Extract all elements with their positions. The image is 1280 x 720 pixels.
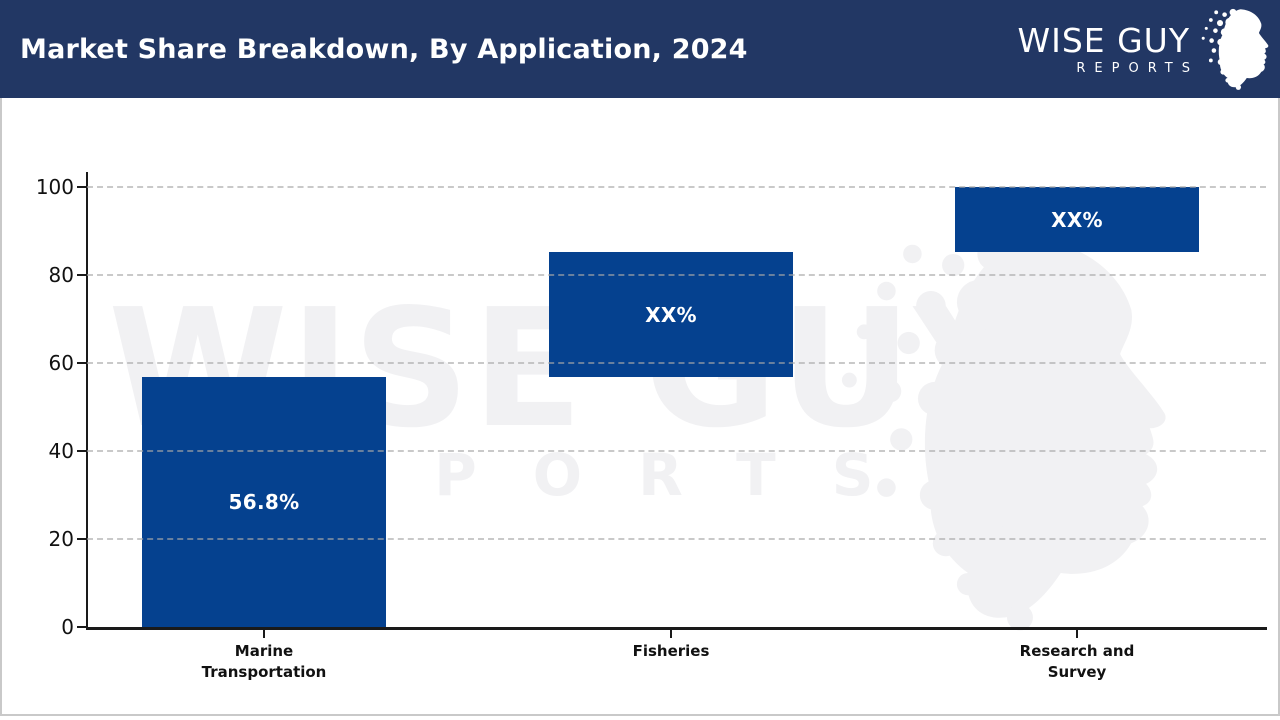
wiseguy-logo: WISE GUY REPORTS (1017, 7, 1272, 91)
x-tick-mark (1076, 630, 1078, 638)
y-tick-label: 20 (48, 527, 74, 551)
bar-segment: 56.8% (142, 377, 386, 627)
y-tick-label: 100 (35, 175, 74, 199)
bar-value-label: XX% (645, 302, 697, 327)
gridline-y-60 (87, 362, 1266, 364)
card-border-bottom (0, 714, 1280, 716)
y-axis-line (86, 172, 88, 629)
card-border-right (1278, 98, 1280, 716)
y-tick-label: 80 (48, 263, 74, 287)
y-tick-mark (77, 626, 87, 628)
y-tick-mark (77, 450, 87, 452)
card-border-left (0, 98, 2, 716)
watermark-head-icon (808, 228, 1180, 636)
gridline-y-80 (87, 274, 1266, 276)
bar-segment: XX% (549, 252, 793, 378)
logo-sub-text: REPORTS (1076, 60, 1199, 76)
report-header: Market Share Breakdown, By Application, … (0, 0, 1280, 98)
chart-title: Market Share Breakdown, By Application, … (20, 33, 748, 65)
y-tick-mark (77, 186, 87, 188)
x-category-label: Research and Survey (1019, 642, 1135, 681)
y-tick-label: 0 (61, 615, 74, 639)
x-tick-mark (263, 630, 265, 638)
y-tick-label: 40 (48, 439, 74, 463)
x-category-label: Marine Transportation (201, 642, 327, 681)
bar-segment: XX% (955, 187, 1199, 253)
y-tick-mark (77, 274, 87, 276)
x-tick-mark (670, 630, 672, 638)
bar-value-label: 56.8% (228, 490, 300, 515)
gridline-y-40 (87, 450, 1266, 452)
x-axis-line (86, 627, 1267, 630)
dotted-head-logo-icon (1194, 7, 1272, 91)
x-category-label: Fisheries (632, 642, 710, 660)
y-tick-mark (77, 362, 87, 364)
gridline-y-20 (87, 538, 1266, 540)
y-tick-mark (77, 538, 87, 540)
y-tick-label: 60 (48, 351, 74, 375)
bar-value-label: XX% (1051, 207, 1103, 232)
logo-brand-text: WISE GUY (1017, 20, 1190, 60)
logo-text-block: WISE GUY REPORTS (1017, 24, 1190, 75)
gridline-y-100 (87, 186, 1266, 188)
